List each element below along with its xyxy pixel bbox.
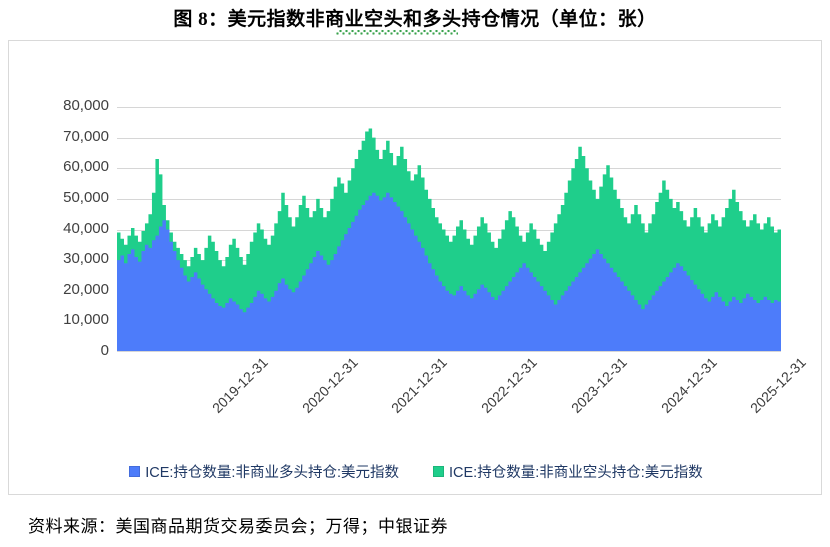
- legend-swatch-icon: [129, 466, 141, 477]
- axis-baseline: [117, 351, 781, 352]
- gridline: [117, 168, 781, 169]
- y-axis: 80,000 70,000 60,000 50,000 40,000 30,000 20,0…: [9, 41, 109, 494]
- plot-area: [117, 107, 781, 352]
- y-axis-tick-label: 20,000: [63, 280, 109, 298]
- gridline: [117, 199, 781, 200]
- legend-swatch-icon: [433, 466, 444, 477]
- spellcheck-underline-icon: [336, 30, 458, 35]
- area-series-long: [117, 192, 781, 352]
- series-canvas: [117, 128, 781, 352]
- legend-item[interactable]: ICE:持仓数量:非商业空头持仓:美元指数: [433, 461, 703, 482]
- legend-label: ICE:持仓数量:非商业空头持仓:美元指数: [449, 465, 703, 481]
- y-axis-tick-label: 80,000: [63, 97, 109, 114]
- chart-container: 80,000 70,000 60,000 50,000 40,000 30,000 20,0…: [8, 40, 822, 495]
- chart-legend: ICE:持仓数量:非商业多头持仓:美元指数 ICE:持仓数量:非商业空头持仓:美元…: [9, 461, 823, 482]
- gridline: [117, 138, 781, 139]
- y-axis-tick-label: 40,000: [63, 219, 109, 237]
- x-axis: 2019-12-31 2020-12-31 2021-12-31 2022-12-31…: [117, 354, 809, 454]
- page-title: 图 8：美元指数非商业空头和多头持仓情况（单位：张）: [173, 9, 657, 30]
- x-axis-tick-label: 2020-12-31: [298, 354, 361, 416]
- x-axis-tick-label: 2024-12-31: [657, 354, 720, 416]
- legend-label: ICE:持仓数量:非商业多头持仓:美元指数: [145, 465, 399, 481]
- x-axis-tick-label: 2023-12-31: [567, 354, 630, 416]
- y-axis-tick-label: 50,000: [63, 188, 109, 206]
- gridline: [117, 230, 781, 231]
- legend-item[interactable]: ICE:持仓数量:非商业多头持仓:美元指数: [129, 461, 399, 482]
- x-axis-tick-label: 2022-12-31: [478, 354, 540, 416]
- y-axis-tick-label: 30,000: [63, 250, 109, 268]
- x-axis-tick-label: 2025-12-31: [747, 354, 810, 416]
- gridline: [117, 107, 781, 108]
- x-axis-tick-label: 2021-12-31: [388, 354, 451, 416]
- y-axis-tick-label: 70,000: [63, 127, 109, 145]
- y-axis-tick-label: 60,000: [63, 158, 109, 176]
- source-note: 资料来源：美国商品期货交易委员会；万得；中银证券: [28, 517, 448, 536]
- x-axis-tick-label: 2019-12-31: [208, 354, 271, 416]
- y-axis-tick-label: 10,000: [63, 311, 109, 329]
- y-axis-tick-label: 0: [100, 342, 109, 359]
